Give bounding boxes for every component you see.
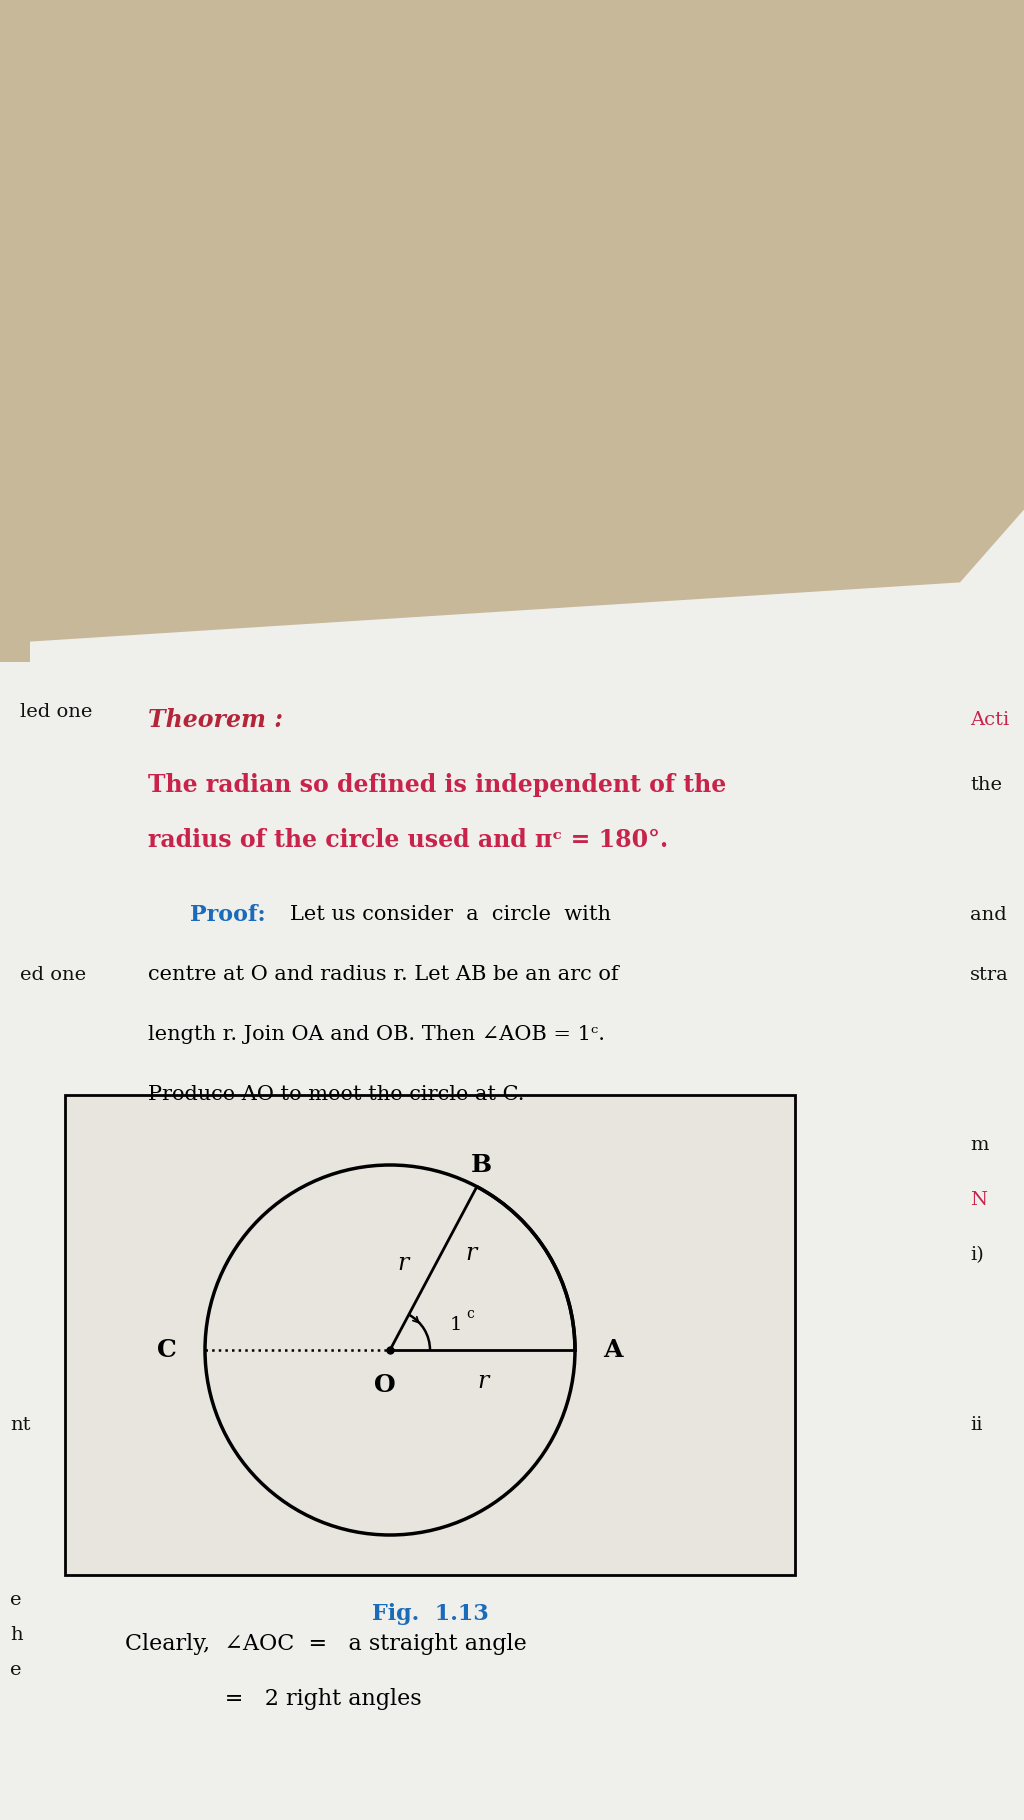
Text: =   2 right angles: = 2 right angles [125, 1687, 422, 1711]
Bar [0, 662, 1024, 1820]
Text: length r. Join OA and OB. Then ∠AOB = 1ᶜ.: length r. Join OA and OB. Then ∠AOB = 1ᶜ… [148, 1025, 605, 1045]
Text: Let us consider  a  circle  with: Let us consider a circle with [290, 906, 611, 925]
Text: Clearly,  ∠AOC  =   a straight angle: Clearly, ∠AOC = a straight angle [125, 1633, 526, 1654]
Text: nt: nt [10, 1416, 31, 1434]
Text: and: and [970, 906, 1007, 925]
Polygon shape [0, 510, 1024, 1820]
Text: 1: 1 [450, 1316, 463, 1334]
Text: c: c [466, 1307, 474, 1321]
Text: O: O [374, 1372, 396, 1398]
Text: led one: led one [20, 703, 92, 721]
Text: r: r [397, 1252, 409, 1274]
Text: ed one: ed one [20, 966, 86, 985]
Text: C: C [157, 1338, 177, 1361]
Text: h: h [10, 1625, 23, 1643]
Text: ii: ii [970, 1416, 982, 1434]
Text: Proof:: Proof: [190, 905, 265, 926]
Text: stra: stra [970, 966, 1009, 985]
Bar [0, 0, 1024, 692]
Bar [65, 1096, 795, 1574]
Text: Acti: Acti [970, 712, 1010, 730]
Text: The radian so defined is independent of the: The radian so defined is independent of … [148, 774, 726, 797]
Text: e: e [10, 1662, 22, 1680]
Text: Theorem :: Theorem : [148, 708, 283, 732]
Text: B: B [471, 1152, 493, 1178]
Text: A: A [603, 1338, 623, 1361]
Text: i): i) [970, 1247, 984, 1265]
Text: N: N [970, 1190, 987, 1208]
Text: Fig.  1.13: Fig. 1.13 [372, 1603, 488, 1625]
Text: m: m [970, 1136, 988, 1154]
Text: r: r [477, 1370, 488, 1394]
Text: the: the [970, 775, 1002, 794]
Text: radius of the circle used and πᶜ = 180°.: radius of the circle used and πᶜ = 180°. [148, 828, 668, 852]
Text: Produce AO to meet the circle at C.: Produce AO to meet the circle at C. [148, 1085, 524, 1105]
Text: e: e [10, 1591, 22, 1609]
Text: r: r [466, 1241, 477, 1265]
Text: centre at O and radius r. Let AB be an arc of: centre at O and radius r. Let AB be an a… [148, 965, 618, 985]
